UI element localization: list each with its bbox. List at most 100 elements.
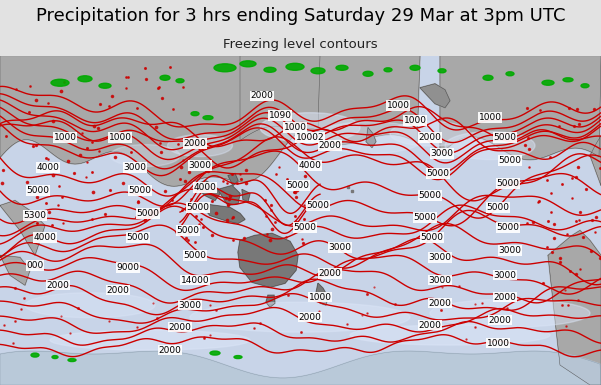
Polygon shape (0, 201, 45, 255)
Ellipse shape (51, 79, 69, 86)
Text: 1000: 1000 (478, 113, 501, 122)
Text: 2000: 2000 (493, 293, 516, 302)
Text: 2000: 2000 (183, 139, 206, 148)
Text: 2000: 2000 (46, 281, 70, 290)
Text: 5000: 5000 (26, 186, 49, 195)
Text: 9000: 9000 (117, 263, 139, 272)
Polygon shape (200, 203, 245, 223)
Polygon shape (316, 283, 328, 305)
Text: 2000: 2000 (319, 269, 341, 278)
Text: 5000: 5000 (126, 233, 150, 242)
Text: 5000: 5000 (418, 191, 442, 200)
Text: 2000: 2000 (159, 346, 182, 355)
Ellipse shape (430, 299, 590, 327)
Polygon shape (218, 186, 240, 206)
Ellipse shape (311, 68, 325, 74)
Text: 2000: 2000 (418, 321, 442, 330)
Ellipse shape (384, 68, 392, 72)
Text: 3000: 3000 (123, 163, 147, 172)
Polygon shape (228, 174, 238, 186)
Polygon shape (195, 181, 220, 201)
Text: 5000: 5000 (493, 133, 516, 142)
Text: 10002: 10002 (296, 133, 325, 142)
Polygon shape (0, 56, 320, 186)
Text: 2000: 2000 (168, 323, 192, 331)
Text: 2000: 2000 (319, 141, 341, 150)
Text: 1000: 1000 (308, 293, 332, 302)
Text: 4000: 4000 (34, 233, 56, 242)
Text: 5000: 5000 (293, 223, 317, 232)
Ellipse shape (563, 78, 573, 82)
Text: 3000: 3000 (178, 301, 201, 310)
Ellipse shape (214, 64, 236, 72)
Ellipse shape (445, 132, 535, 159)
Text: 5000: 5000 (496, 179, 519, 188)
Text: 2000: 2000 (299, 313, 322, 322)
Text: 3000: 3000 (498, 246, 522, 255)
Polygon shape (548, 230, 601, 385)
Ellipse shape (483, 75, 493, 80)
Text: 000: 000 (26, 261, 44, 270)
Polygon shape (420, 84, 450, 108)
Ellipse shape (52, 356, 58, 358)
Ellipse shape (286, 63, 304, 70)
Text: 5000: 5000 (287, 181, 310, 190)
Ellipse shape (438, 69, 446, 73)
Ellipse shape (25, 293, 155, 318)
Polygon shape (440, 56, 601, 160)
Text: 5000: 5000 (421, 233, 444, 242)
Text: 14000: 14000 (181, 276, 209, 285)
Text: 5000: 5000 (498, 156, 522, 165)
Text: 5000: 5000 (307, 201, 329, 210)
Ellipse shape (542, 80, 554, 85)
Ellipse shape (240, 61, 256, 67)
Polygon shape (238, 233, 298, 287)
Text: 1000: 1000 (284, 123, 307, 132)
Text: 2000: 2000 (429, 299, 451, 308)
Text: 5000: 5000 (186, 203, 210, 212)
Ellipse shape (68, 358, 76, 362)
Text: 3000: 3000 (430, 149, 454, 158)
Ellipse shape (350, 325, 550, 345)
Text: 5000: 5000 (129, 186, 151, 195)
Ellipse shape (191, 112, 199, 116)
Text: 2000: 2000 (489, 316, 511, 325)
Text: 3000: 3000 (429, 253, 451, 262)
Text: 5000: 5000 (486, 203, 510, 212)
Ellipse shape (50, 330, 250, 350)
Ellipse shape (234, 356, 242, 358)
Text: 5000: 5000 (427, 169, 450, 178)
Ellipse shape (203, 116, 213, 120)
Ellipse shape (176, 79, 184, 83)
Text: 1000: 1000 (53, 133, 76, 142)
Text: 4000: 4000 (299, 161, 322, 170)
Text: 1000: 1000 (403, 116, 427, 125)
Ellipse shape (264, 67, 276, 72)
Ellipse shape (190, 302, 410, 332)
Text: 5000: 5000 (413, 213, 436, 222)
Text: 5000: 5000 (496, 223, 519, 232)
Ellipse shape (210, 351, 220, 355)
Ellipse shape (110, 145, 180, 167)
Ellipse shape (315, 122, 425, 154)
Ellipse shape (260, 113, 360, 142)
Text: 5000: 5000 (177, 226, 200, 235)
Polygon shape (0, 351, 601, 385)
Polygon shape (240, 56, 420, 144)
Text: Freezing level contours: Freezing level contours (223, 38, 378, 51)
Ellipse shape (31, 353, 39, 357)
Text: 3000: 3000 (189, 161, 212, 170)
Text: 3000: 3000 (329, 243, 352, 252)
Text: 1000: 1000 (386, 101, 409, 110)
Text: Precipitation for 3 hrs ending Saturday 29 Mar at 3pm UTC: Precipitation for 3 hrs ending Saturday … (35, 7, 566, 25)
Polygon shape (266, 295, 275, 307)
Text: 5000: 5000 (136, 209, 159, 218)
Ellipse shape (506, 72, 514, 76)
Polygon shape (366, 128, 376, 147)
Polygon shape (590, 136, 601, 186)
Ellipse shape (78, 76, 92, 82)
Text: 2000: 2000 (251, 91, 273, 100)
Ellipse shape (363, 71, 373, 76)
Ellipse shape (390, 121, 470, 146)
Text: 2000: 2000 (106, 286, 129, 295)
